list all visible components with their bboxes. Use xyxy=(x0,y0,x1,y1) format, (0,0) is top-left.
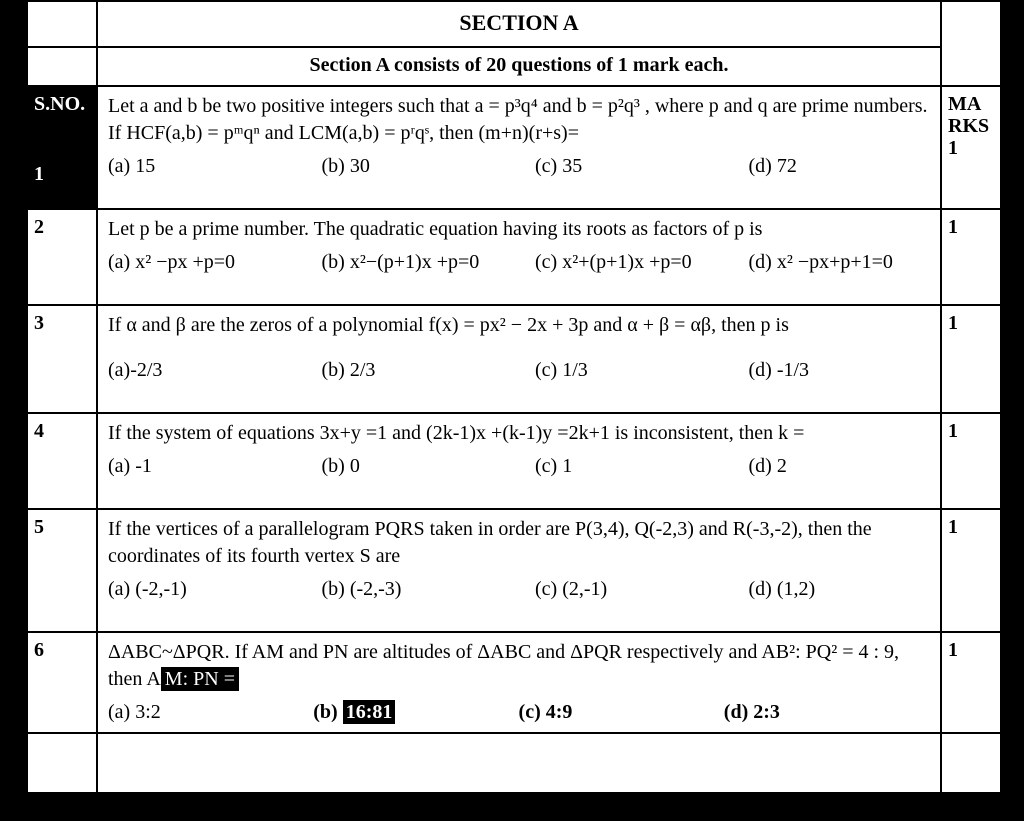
question-body: If the vertices of a parallelogram PQRS … xyxy=(97,509,941,632)
question-text: ΔABC~ΔPQR. If AM and PN are altitudes of… xyxy=(108,639,930,693)
question-body: ΔABC~ΔPQR. If AM and PN are altitudes of… xyxy=(97,632,941,733)
question-row: 6 ΔABC~ΔPQR. If AM and PN are altitudes … xyxy=(27,632,1001,733)
option-d: (d) -1/3 xyxy=(749,357,955,384)
blank-cell xyxy=(941,1,1001,86)
marks-header-l1: MA xyxy=(948,93,981,115)
option-b: (b) 16:81 xyxy=(313,699,510,726)
question-text: If the system of equations 3x+y =1 and (… xyxy=(108,420,930,447)
option-b: (b) 2/3 xyxy=(322,357,528,384)
option-a: (a) 15 xyxy=(108,153,314,180)
header-row: S.NO. Let a and b be two positive intege… xyxy=(27,86,1001,156)
bottom-spacer-row xyxy=(27,733,1001,793)
option-c: (c) 1/3 xyxy=(535,357,741,384)
question-number: 1 xyxy=(27,156,97,209)
blank-cell xyxy=(941,733,1001,793)
option-b: (b) x²−(p+1)x +p=0 xyxy=(322,249,528,276)
question-body: Let p be a prime number. The quadratic e… xyxy=(97,209,941,305)
option-a: (a) 3:2 xyxy=(108,699,305,726)
option-d: (d) x² −px+p+1=0 xyxy=(749,249,955,276)
option-d: (d) 72 xyxy=(749,153,955,180)
option-a: (a) (-2,-1) xyxy=(108,576,314,603)
q6-opt-b-hl: 16:81 xyxy=(343,700,396,724)
question-row: 3 If α and β are the zeros of a polynomi… xyxy=(27,305,1001,413)
options-row: (a) 3:2 (b) 16:81 (c) 4:9 (d) 2:3 xyxy=(108,699,930,726)
question-text: If the vertices of a parallelogram PQRS … xyxy=(108,516,930,570)
sno-header: S.NO. xyxy=(27,86,97,156)
options-row: (a)-2/3 (b) 2/3 (c) 1/3 (d) -1/3 xyxy=(108,357,930,384)
options-row: (a) -1 (b) 0 (c) 1 (d) 2 xyxy=(108,453,930,480)
question-number: 2 xyxy=(27,209,97,305)
option-d: (d) (1,2) xyxy=(749,576,955,603)
blank-cell xyxy=(27,47,97,86)
marks-header: MA RKS 1 xyxy=(941,86,1001,209)
option-a: (a) x² −px +p=0 xyxy=(108,249,314,276)
question-number: 5 xyxy=(27,509,97,632)
q6-highlight: M: PN = xyxy=(161,667,239,691)
question-number: 6 xyxy=(27,632,97,733)
sno-header-text: S.NO. xyxy=(34,93,85,115)
question-text: Let p be a prime number. The quadratic e… xyxy=(108,216,930,243)
question-row: 5 If the vertices of a parallelogram PQR… xyxy=(27,509,1001,632)
exam-page: SECTION A Section A consists of 20 quest… xyxy=(26,0,1002,794)
option-c: (c) 1 xyxy=(535,453,741,480)
marks-header-l2: RKS xyxy=(948,115,989,137)
option-a: (a)-2/3 xyxy=(108,357,314,384)
question-row: 4 If the system of equations 3x+y =1 and… xyxy=(27,413,1001,509)
question-text: If α and β are the zeros of a polynomial… xyxy=(108,312,930,339)
marks-value: 1 xyxy=(948,137,958,159)
options-row: (a) (-2,-1) (b) (-2,-3) (c) (2,-1) (d) (… xyxy=(108,576,930,603)
question-number: 4 xyxy=(27,413,97,509)
question-text: Let a and b be two positive integers suc… xyxy=(108,93,930,147)
option-c: (c) x²+(p+1)x +p=0 xyxy=(535,249,741,276)
option-c: (c) 4:9 xyxy=(519,699,716,726)
question-body: If the system of equations 3x+y =1 and (… xyxy=(97,413,941,509)
option-c: (c) 35 xyxy=(535,153,741,180)
option-b: (b) (-2,-3) xyxy=(322,576,528,603)
question-body: Let a and b be two positive integers suc… xyxy=(97,86,941,209)
option-a: (a) -1 xyxy=(108,453,314,480)
options-row: (a) 15 (b) 30 (c) 35 (d) 72 xyxy=(108,153,930,180)
section-title: SECTION A xyxy=(97,1,941,47)
marks-value: 1 xyxy=(941,632,1001,733)
question-number: 3 xyxy=(27,305,97,413)
blank-cell xyxy=(97,733,941,793)
option-d: (d) 2:3 xyxy=(724,699,921,726)
section-subtitle: Section A consists of 20 questions of 1 … xyxy=(97,47,941,86)
option-d: (d) 2 xyxy=(749,453,955,480)
marks-value: 1 xyxy=(941,509,1001,632)
question-row: 2 Let p be a prime number. The quadratic… xyxy=(27,209,1001,305)
section-title-row: SECTION A xyxy=(27,1,1001,47)
blank-cell xyxy=(27,1,97,47)
section-subtitle-row: Section A consists of 20 questions of 1 … xyxy=(27,47,1001,86)
exam-table: SECTION A Section A consists of 20 quest… xyxy=(26,0,1002,794)
blank-cell xyxy=(27,733,97,793)
question-body: If α and β are the zeros of a polynomial… xyxy=(97,305,941,413)
option-b: (b) 30 xyxy=(322,153,528,180)
option-c: (c) (2,-1) xyxy=(535,576,741,603)
option-b: (b) 0 xyxy=(322,453,528,480)
options-row: (a) x² −px +p=0 (b) x²−(p+1)x +p=0 (c) x… xyxy=(108,249,930,276)
